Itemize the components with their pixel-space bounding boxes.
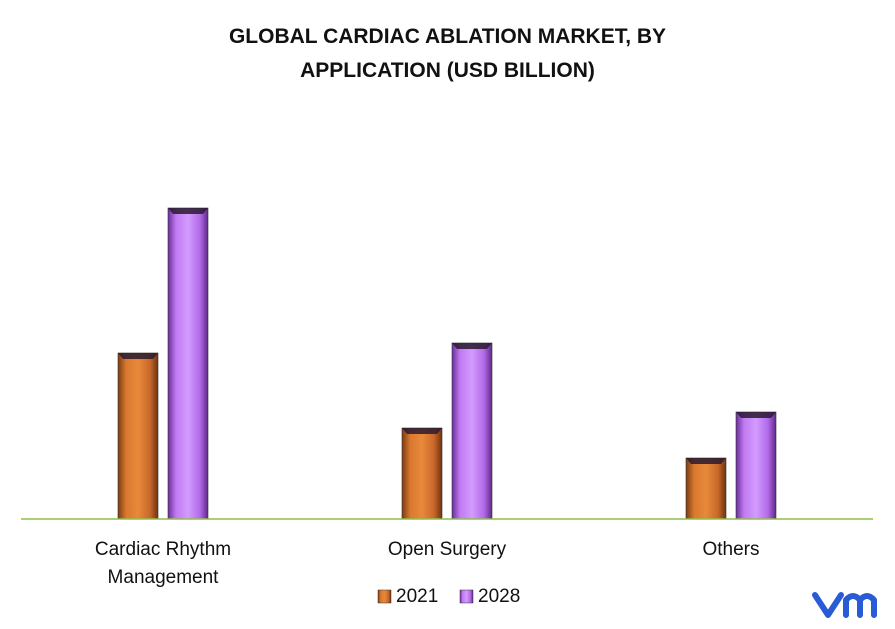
bar	[451, 342, 493, 520]
bar	[117, 352, 159, 520]
bar-bevel	[686, 458, 726, 464]
x-tick-label: Cardiac Rhythm Management	[94, 539, 232, 588]
bar	[167, 207, 209, 520]
chart-title: GLOBAL CARDIAC ABLATION MARKET, BY APPLI…	[228, 25, 667, 82]
legend-swatch	[459, 589, 474, 604]
x-tick-label: Open Surgery	[387, 539, 507, 560]
x-tick-label: Others	[702, 539, 760, 560]
bar-bevel	[402, 428, 442, 434]
bar	[685, 457, 727, 520]
logo	[812, 592, 877, 618]
bar-bevel	[118, 353, 158, 359]
legend-label: 2021	[396, 586, 438, 607]
legend-swatch	[377, 589, 392, 604]
bar-bevel	[168, 208, 208, 214]
bar-bevel	[452, 343, 492, 349]
bar-bevel	[736, 412, 776, 418]
legend-label: 2028	[478, 586, 520, 607]
bar	[735, 411, 777, 520]
bar	[401, 427, 443, 520]
